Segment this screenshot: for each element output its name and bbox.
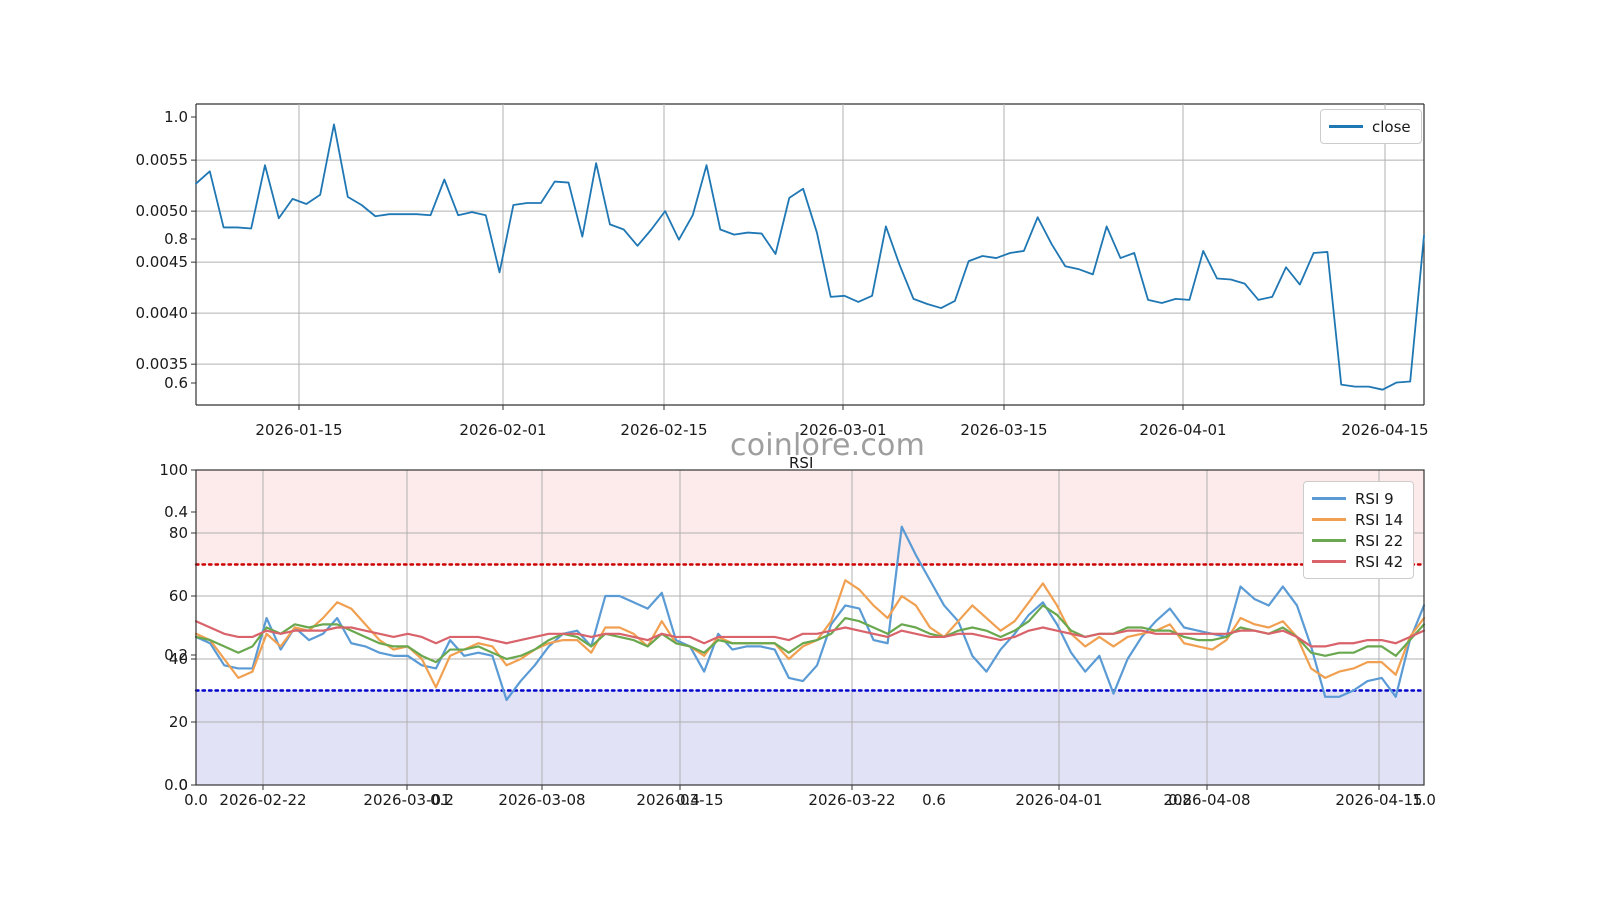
price-xtick-label: 2026-03-15	[960, 421, 1048, 439]
rsi-xtick-label-overlap: 0.0	[184, 791, 208, 809]
rsi-xtick-label: 2026-03-01	[363, 791, 451, 809]
rsi-xtick-label-overlap: 1.0	[1412, 791, 1436, 809]
legend-label: RSI 42	[1355, 552, 1404, 571]
legend-label: RSI 9	[1355, 489, 1394, 508]
rsi-xtick-label-overlap: 0.4	[676, 791, 700, 809]
rsi-xtick-label: 2026-02-22	[219, 791, 307, 809]
rsi-legend-item: RSI 42	[1312, 551, 1403, 572]
watermark: coinlore.com	[730, 428, 926, 463]
rsi-legend-item: RSI 9	[1312, 488, 1403, 509]
rsi-ytick-label: 80	[168, 524, 188, 542]
price-xtick-label: 2026-02-15	[620, 421, 708, 439]
price-xtick-label: 2026-03-01	[799, 421, 887, 439]
rsi-xtick-label: 2026-04-15	[1335, 791, 1423, 809]
rsi-xtick-label: 2026-03-22	[808, 791, 896, 809]
rsi-axes-frame	[195, 469, 1425, 786]
rsi-line-rsi-14	[194, 579, 1426, 689]
rsi-xtick-label: 2026-03-15	[636, 791, 724, 809]
rsi-xtick-label: 2026-04-01	[1015, 791, 1103, 809]
price-legend-item: close	[1329, 116, 1411, 137]
price-ytick-label: 0.0050	[135, 202, 189, 221]
price-ytick-label-overlap: 0.6	[164, 374, 188, 392]
price-ytick-label: 0.0045	[135, 253, 189, 272]
rsi-ytick-label: 60	[168, 587, 188, 605]
rsi-ytick-label-overlap: 0.0	[164, 776, 188, 794]
rsi-line-rsi-42	[194, 620, 1426, 648]
legend-color-swatch	[1312, 497, 1346, 500]
price-ytick-label: 0.0035	[135, 355, 189, 374]
price-ytick-label: 0.0055	[135, 151, 189, 170]
rsi-ytick-label: 40	[168, 650, 188, 668]
rsi-ytick-label-overlap: 0.2	[164, 646, 188, 664]
price-close-line	[195, 123, 1425, 391]
rsi-xtick-label-overlap: 0.8	[1168, 791, 1192, 809]
legend-color-swatch	[1312, 518, 1346, 521]
rsi-line-rsi-22	[194, 604, 1426, 664]
rsi-xtick-label-overlap: 0.2	[430, 791, 454, 809]
rsi-ytick-label-overlap: 0.4	[164, 503, 188, 521]
rsi-xtick-label: 2026-03-08	[498, 791, 586, 809]
legend-label: close	[1372, 117, 1411, 136]
price-ytick-label-overlap: 1.0	[164, 108, 188, 126]
legend-color-swatch	[1329, 125, 1363, 128]
price-xtick-label: 2026-01-15	[255, 421, 343, 439]
rsi-ytick-label: 100	[159, 461, 188, 479]
rsi-xtick-label-overlap: 0.6	[922, 791, 946, 809]
rsi-ytick-label: 0	[178, 776, 188, 794]
price-xtick-label: 2026-02-01	[459, 421, 547, 439]
rsi-line-rsi-9	[194, 525, 1426, 702]
price-xtick-label: 2026-04-15	[1341, 421, 1429, 439]
rsi-chart-title: RSI	[789, 454, 814, 472]
price-chart-legend: close	[1320, 109, 1422, 144]
rsi-xtick-label: 2026-04-08	[1163, 791, 1251, 809]
rsi-ytick-label: 20	[168, 713, 188, 731]
price-ytick-label-overlap: 0.8	[164, 230, 188, 248]
legend-label: RSI 22	[1355, 531, 1404, 550]
rsi-legend-item: RSI 22	[1312, 530, 1403, 551]
rsi-overbought-band	[196, 470, 1424, 565]
legend-color-swatch	[1312, 560, 1346, 563]
legend-color-swatch	[1312, 539, 1346, 542]
rsi-legend-item: RSI 14	[1312, 509, 1403, 530]
price-xtick-label: 2026-04-01	[1139, 421, 1227, 439]
rsi-oversold-band	[196, 690, 1424, 785]
rsi-chart-legend: RSI 9 RSI 14 RSI 22 RSI 42	[1303, 481, 1415, 579]
price-ytick-label: 0.0040	[135, 304, 189, 323]
legend-label: RSI 14	[1355, 510, 1404, 529]
